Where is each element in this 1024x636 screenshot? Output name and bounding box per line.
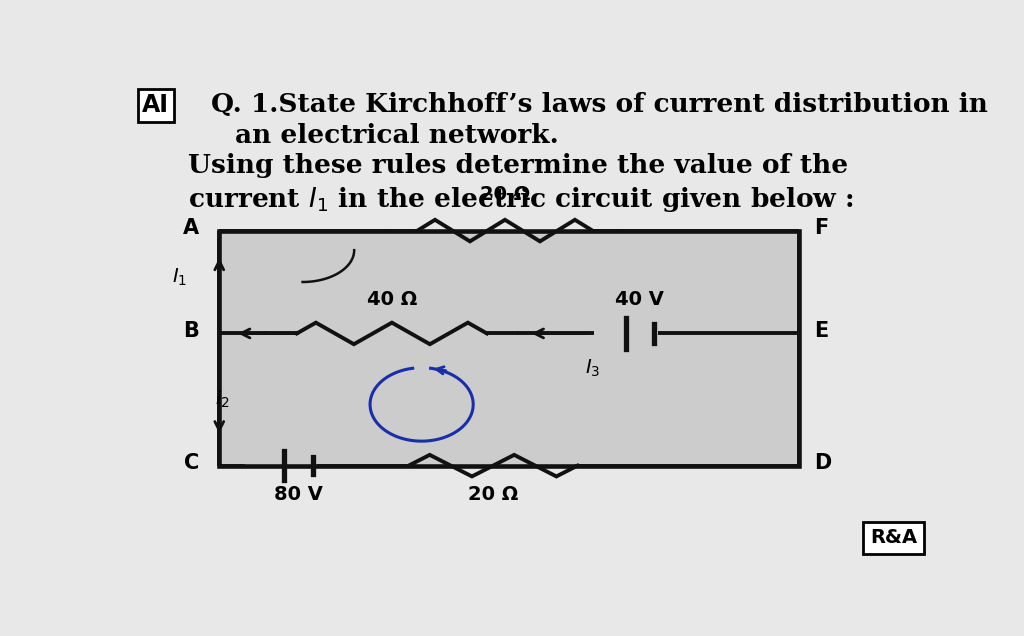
Text: Q. 1.State Kirchhoff’s laws of current distribution in: Q. 1.State Kirchhoff’s laws of current d… bbox=[211, 92, 988, 117]
Text: C: C bbox=[184, 453, 200, 473]
Bar bbox=[219, 231, 799, 466]
Text: 40 Ω: 40 Ω bbox=[367, 290, 417, 309]
Text: D: D bbox=[814, 453, 831, 473]
Text: F: F bbox=[814, 218, 828, 238]
Text: current $I_1$ in the electric circuit given below :: current $I_1$ in the electric circuit gi… bbox=[187, 185, 853, 214]
Text: $I_1$: $I_1$ bbox=[172, 266, 187, 287]
Text: 20 Ω: 20 Ω bbox=[468, 485, 518, 504]
Text: Using these rules determine the value of the: Using these rules determine the value of… bbox=[187, 153, 848, 178]
Text: A: A bbox=[183, 218, 200, 238]
Text: 40 V: 40 V bbox=[615, 290, 665, 309]
Text: an electrical network.: an electrical network. bbox=[236, 123, 559, 148]
Text: B: B bbox=[183, 321, 200, 341]
Text: $I_3$: $I_3$ bbox=[585, 358, 600, 379]
Text: AI: AI bbox=[142, 93, 169, 118]
Text: $I_2$: $I_2$ bbox=[215, 389, 230, 410]
Text: R&A: R&A bbox=[870, 529, 918, 548]
Text: E: E bbox=[814, 321, 828, 341]
Text: 80 V: 80 V bbox=[274, 485, 323, 504]
Text: 20 Ω: 20 Ω bbox=[480, 184, 530, 204]
